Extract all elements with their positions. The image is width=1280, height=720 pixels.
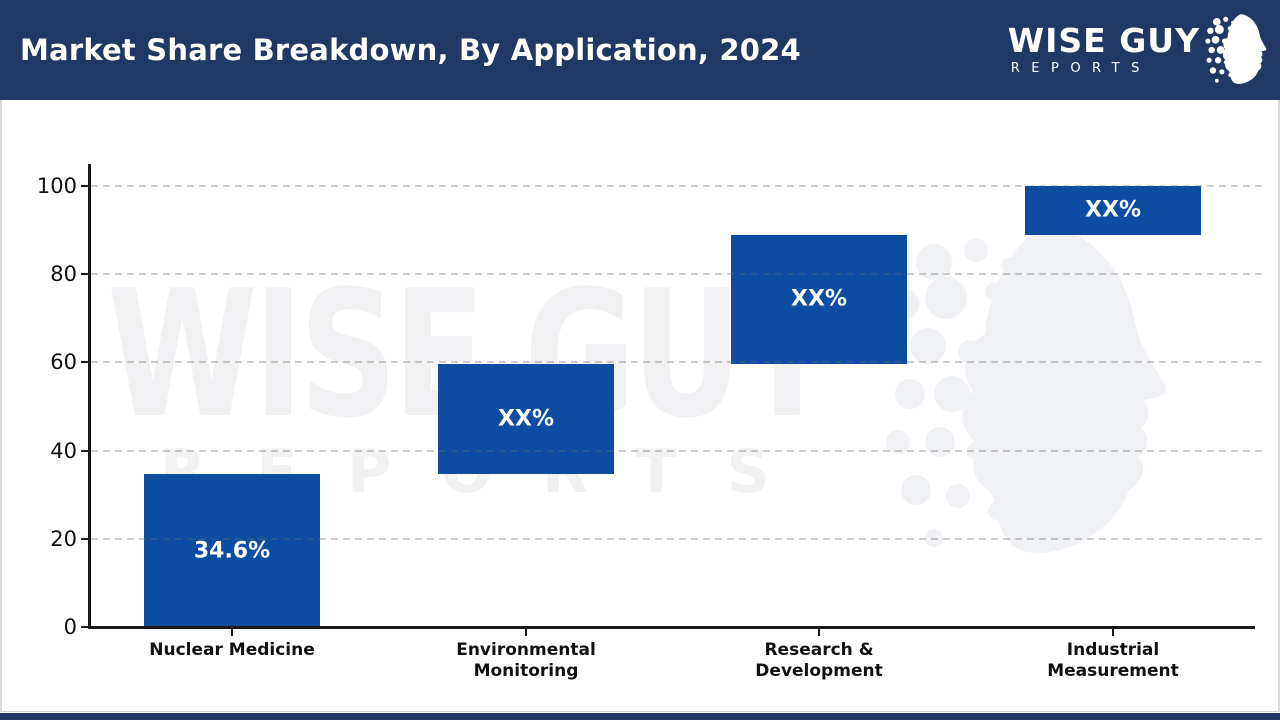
bar-segment-4 (1025, 186, 1201, 235)
y-tick-40 (81, 449, 89, 452)
bar-value-label-1: 34.6% (193, 538, 271, 564)
y-tick-label-0: 0 (63, 615, 77, 639)
wise-guy-logo: WISE GUY REPORTS (1008, 0, 1268, 100)
gridline-100 (91, 185, 1264, 187)
x-category-label-3: Research & Development (755, 640, 883, 681)
x-category-label-1: Nuclear Medicine (149, 640, 315, 660)
y-axis-line (88, 164, 91, 629)
x-tick-4 (1112, 628, 1114, 636)
page-title: Market Share Breakdown, By Application, … (20, 33, 801, 67)
bar-segment-1 (144, 474, 320, 627)
chart-area: WISE GUY REPORTS 02040608010034.6%Nuclea… (0, 100, 1280, 712)
y-tick-60 (81, 361, 89, 364)
bar-segment-3 (731, 234, 907, 365)
logo-head-icon (1205, 14, 1267, 84)
logo-subtitle: REPORTS (1010, 61, 1151, 76)
bar-value-label-2: XX% (498, 406, 554, 432)
y-tick-label-100: 100 (36, 174, 77, 198)
y-tick-label-40: 40 (50, 438, 77, 463)
gridline-80 (91, 273, 1264, 276)
x-tick-1 (231, 628, 233, 636)
bar-value-label-3: XX% (791, 286, 847, 312)
logo-text: WISE GUY REPORTS (1007, 21, 1200, 77)
y-tick-label-80: 80 (50, 262, 77, 287)
y-tick-80 (81, 273, 89, 276)
x-axis-line (88, 626, 1255, 629)
gridline-40 (91, 449, 1264, 452)
y-tick-label-60: 60 (50, 350, 77, 375)
bar-value-label-4: XX% (1085, 197, 1141, 223)
gridline-60 (91, 361, 1264, 364)
y-tick-label-20: 20 (50, 526, 77, 551)
x-category-label-4: Industrial Measurement (1047, 640, 1179, 681)
header-band: Market Share Breakdown, By Application, … (0, 0, 1280, 100)
y-tick-100 (81, 185, 89, 187)
gridline-20 (91, 537, 1264, 540)
x-tick-3 (818, 628, 820, 636)
watermark-head-icon (880, 226, 1167, 553)
x-category-label-2: Environmental Monitoring (456, 640, 596, 681)
y-tick-20 (81, 537, 89, 540)
y-tick-0 (81, 626, 89, 628)
footer-band (0, 713, 1280, 720)
logo-wordmark: WISE GUY (1007, 21, 1200, 60)
x-tick-2 (525, 628, 527, 636)
bar-segment-2 (438, 364, 614, 475)
